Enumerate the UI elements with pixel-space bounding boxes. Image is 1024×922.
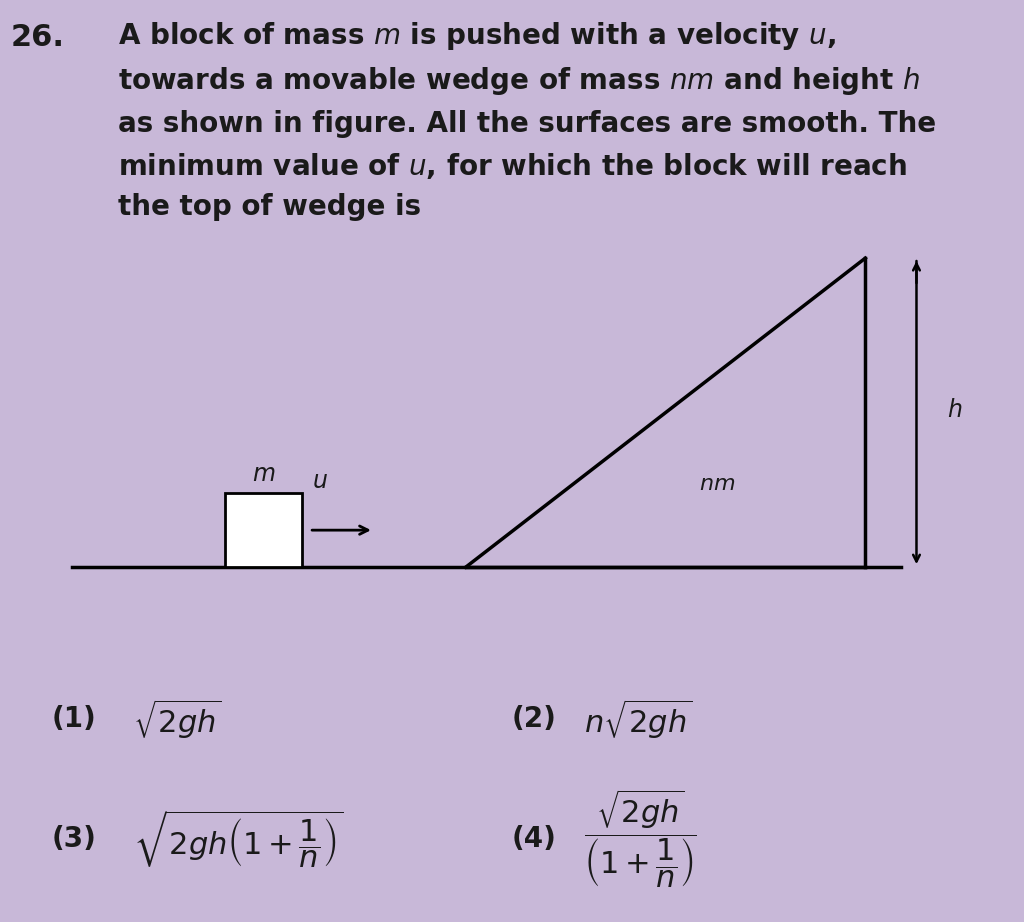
Bar [225,493,302,567]
Text: $m$: $m$ [252,462,275,486]
Text: $n\sqrt{2gh}$: $n\sqrt{2gh}$ [584,697,692,741]
Text: 26.: 26. [10,23,65,52]
Text: A block of mass $m$ is pushed with a velocity $u$,
towards a movable wedge of ma: A block of mass $m$ is pushed with a vel… [118,20,936,221]
Text: $\sqrt{2gh\left(1+\dfrac{1}{n}\right)}$: $\sqrt{2gh\left(1+\dfrac{1}{n}\right)}$ [133,808,344,870]
Text: $\sqrt{2gh}$: $\sqrt{2gh}$ [133,697,222,741]
Text: (3): (3) [51,825,96,853]
Text: (4): (4) [512,825,557,853]
Text: $nm$: $nm$ [698,474,735,494]
Text: $\dfrac{\sqrt{2gh}}{\left(1+\dfrac{1}{n}\right)}$: $\dfrac{\sqrt{2gh}}{\left(1+\dfrac{1}{n}… [584,787,696,891]
Text: (1): (1) [51,705,96,733]
Text: $u$: $u$ [312,469,329,493]
Text: (2): (2) [512,705,557,733]
Text: $h$: $h$ [947,398,963,422]
